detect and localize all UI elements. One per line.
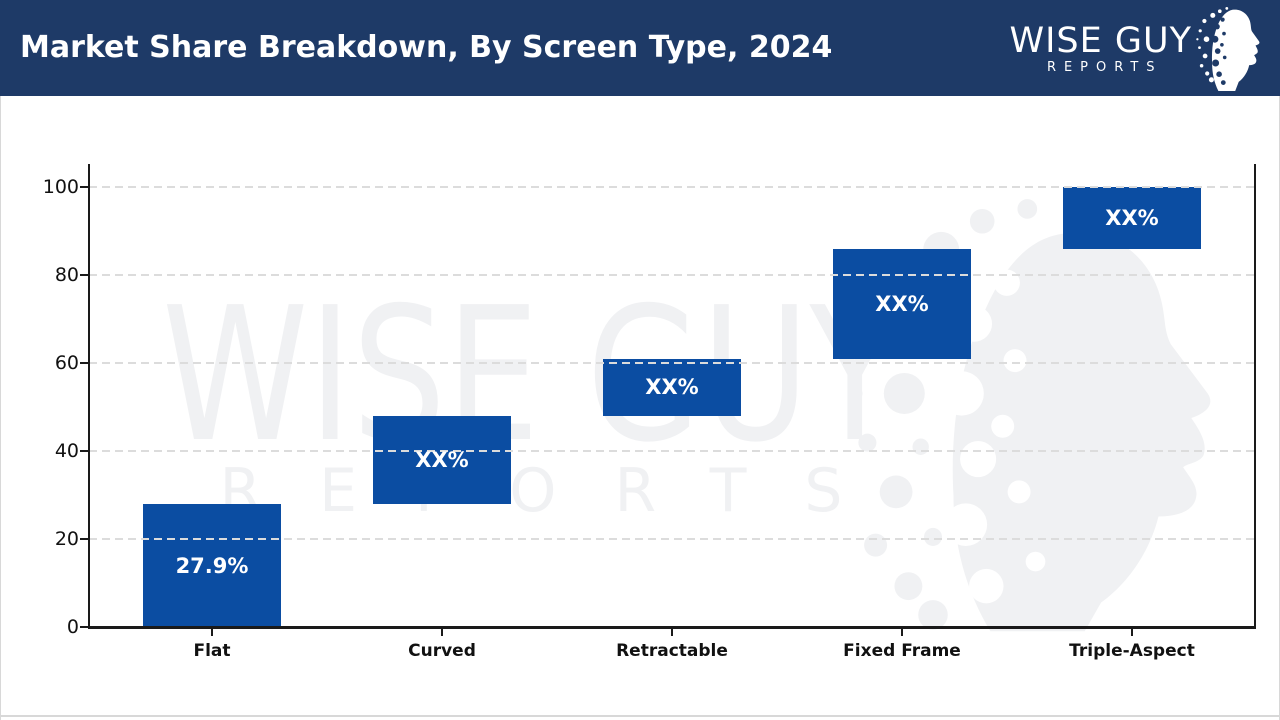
y-tick-label: 40 [54,440,79,462]
x-tick-mark [1131,627,1133,636]
y-tick-label: 60 [54,352,79,374]
page-title: Market Share Breakdown, By Screen Type, … [20,30,833,65]
y-tick-mark [80,362,89,364]
y-axis-line [88,164,90,628]
bar-retractable [603,358,741,416]
y-tick-label: 100 [42,176,79,198]
chart-area: WISE GUY REPORTS 27.9% XX% XX% XX% XX% 0 20 40… [0,96,1280,720]
x-tick-mark [901,627,903,636]
gridline-40 [89,450,1255,452]
bar-label: 27.9% [175,553,249,578]
y-tick-mark [80,450,89,452]
logo-line2: REPORTS [1046,60,1163,76]
gridlines [1,96,1279,720]
x-tick-label: Curved [408,641,476,661]
x-tick-label: Fixed Frame [843,641,961,661]
x-tick-label: Flat [193,641,231,661]
bar-label: XX% [1105,205,1159,230]
header: Market Share Breakdown, By Screen Type, … [0,0,1280,96]
y-tick-label: 20 [54,528,79,550]
bar-curved [373,415,511,505]
bar-flat [143,504,281,627]
x-tick-label: Triple-Aspect [1069,641,1195,661]
y-tick-mark [80,626,89,628]
bottom-border [0,715,1280,717]
bar-label: XX% [645,375,699,400]
gridline-60 [89,362,1255,364]
bar-label: XX% [415,448,469,473]
y-tick-mark [80,274,89,276]
gridline-20 [89,538,1255,540]
logo-wordmark: WISE GUY REPORTS [1009,20,1192,76]
bar-labels: 27.9% XX% XX% XX% XX% [1,96,1279,720]
x-axis: Flat Curved Retractable Fixed Frame Triple-A… [1,96,1279,720]
y-tick-label: 0 [66,616,79,638]
y-tick-mark [80,186,89,188]
logo-face-icon [1196,7,1260,91]
y-tick-mark [80,538,89,540]
x-tick-label: Retractable [616,641,728,661]
x-tick-mark [671,627,673,636]
y-tick-label: 80 [54,264,79,286]
logo-line1: WISE GUY [1009,20,1192,61]
gridline-100 [89,186,1255,188]
x-tick-mark [441,627,443,636]
y-axis: 0 20 40 60 80 100 [1,96,1279,720]
right-axis-line [1254,164,1256,628]
gridline-80 [89,274,1255,276]
x-tick-mark [211,627,213,636]
wise-guy-logo: WISE GUY REPORTS [1009,6,1268,92]
